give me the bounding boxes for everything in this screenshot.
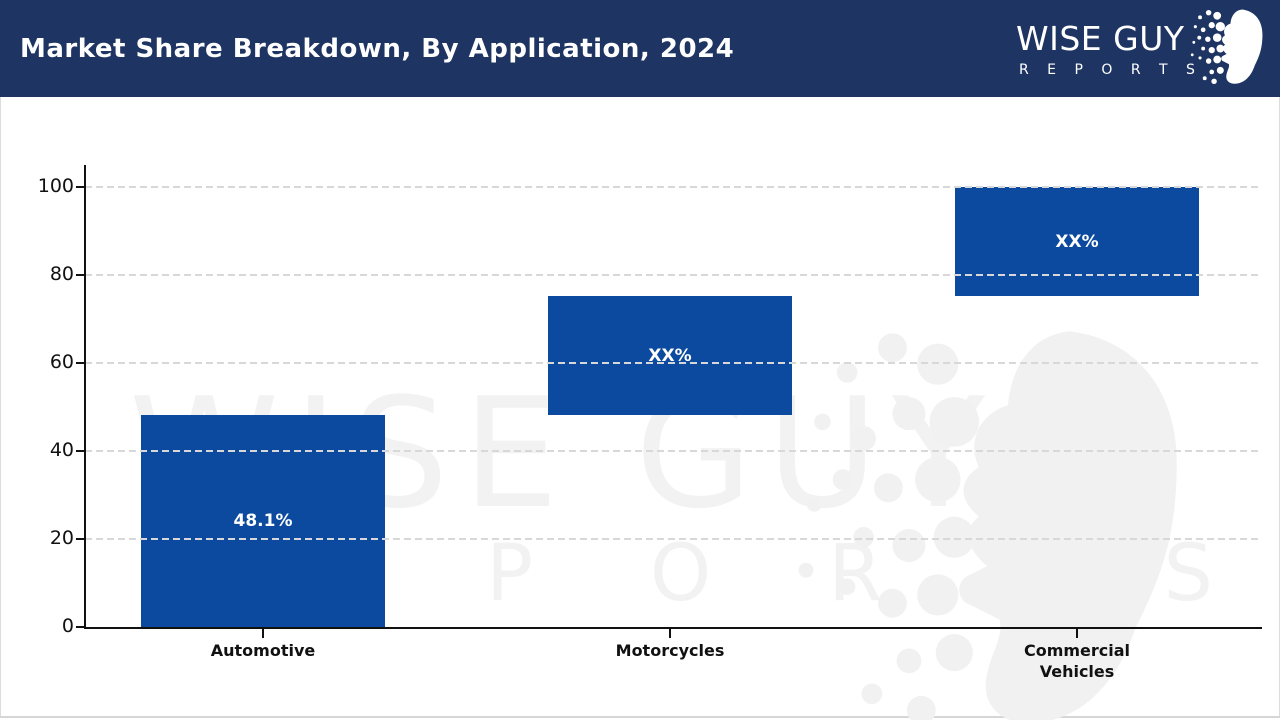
- y-tick-label: 0: [61, 615, 74, 637]
- bar-motorcycles: XX%: [548, 296, 792, 416]
- logo-wordmark: WISE GUY: [1016, 19, 1185, 58]
- x-category-label: Automotive: [210, 641, 316, 660]
- grid-line-80: [85, 274, 1262, 276]
- y-tick-label: 40: [49, 439, 74, 461]
- bar-commercial-vehicles: XX%: [955, 187, 1199, 297]
- grid-line-20: [85, 538, 1262, 540]
- header-bar: Market Share Breakdown, By Application, …: [0, 0, 1280, 97]
- x-category-label: Motorcycles: [615, 641, 725, 660]
- bar-value-label: 48.1%: [233, 511, 293, 532]
- y-tick-label: 100: [37, 175, 74, 197]
- y-tick-mark: [76, 274, 84, 276]
- page-title: Market Share Breakdown, By Application, …: [20, 33, 735, 64]
- y-tick-label: 80: [49, 263, 74, 285]
- y-tick-label: 60: [49, 351, 74, 373]
- y-tick-mark: [76, 626, 84, 628]
- footer-divider: [0, 716, 1280, 718]
- grid-line-40: [85, 450, 1262, 452]
- y-axis-spine: [84, 165, 86, 629]
- x-axis-spine: [84, 627, 1262, 629]
- y-tick-label: 20: [49, 527, 74, 549]
- dotted-face-icon: [1190, 9, 1263, 85]
- y-tick-mark: [76, 186, 84, 188]
- bar-automotive: 48.1%: [141, 415, 385, 627]
- logo-graphic: WISE GUY R E P O R T S: [1016, 9, 1263, 85]
- watermark-face-icon: [798, 331, 1177, 720]
- x-tick-mark: [669, 629, 671, 638]
- bar-value-label: XX%: [648, 345, 692, 366]
- logo-subtitle: R E P O R T S: [1019, 62, 1202, 78]
- y-tick-mark: [76, 450, 84, 452]
- grid-line-100: [85, 186, 1262, 188]
- y-tick-mark: [76, 538, 84, 540]
- x-tick-mark: [262, 629, 264, 638]
- x-tick-mark: [1076, 629, 1078, 638]
- grid-line-60: [85, 362, 1262, 364]
- bar-value-label: XX%: [1055, 231, 1099, 252]
- wise-guy-reports-logo: WISE GUY R E P O R T S: [1016, 8, 1266, 90]
- x-category-label: Commercial Vehicles: [1023, 641, 1131, 681]
- y-tick-mark: [76, 362, 84, 364]
